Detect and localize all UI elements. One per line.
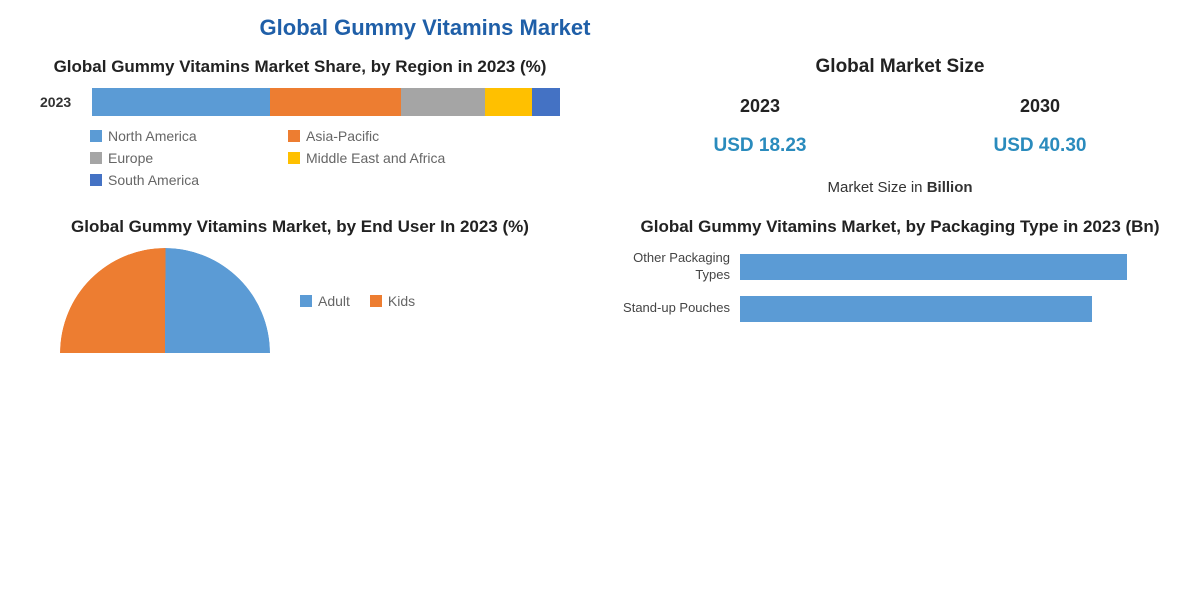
market-size-columns: 2023 USD 18.23 2030 USD 40.30	[620, 96, 1180, 157]
legend-item: Asia-Pacific	[288, 128, 468, 144]
pie-legend-item: Adult	[300, 293, 350, 309]
stacked-bar	[92, 88, 560, 116]
region-share-panel: Global Gummy Vitamins Market Share, by R…	[20, 56, 580, 196]
market-size-note-bold: Billion	[927, 179, 973, 196]
market-size-year-0: 2023	[714, 96, 807, 117]
end-user-title: Global Gummy Vitamins Market, by End Use…	[20, 216, 580, 238]
stacked-segment	[270, 88, 401, 116]
hbar-label: Stand-up Pouches	[620, 300, 740, 317]
hbar-row: Stand-up Pouches	[620, 296, 1180, 322]
pie-legend: Adult Kids	[300, 293, 415, 309]
hbar-row: Other Packaging Types	[620, 250, 1180, 284]
hbar-track	[740, 254, 1180, 280]
stacked-segment	[401, 88, 485, 116]
legend-swatch	[90, 152, 102, 164]
market-size-value-1: USD 40.30	[994, 135, 1087, 157]
market-size-col-2023: 2023 USD 18.23	[714, 96, 807, 157]
legend-item: Middle East and Africa	[288, 150, 468, 166]
packaging-bars: Other Packaging Types Stand-up Pouches	[620, 250, 1180, 322]
hbar-fill	[740, 254, 1127, 280]
legend-swatch	[300, 295, 312, 307]
charts-grid: Global Gummy Vitamins Market Share, by R…	[20, 56, 1180, 353]
region-share-title: Global Gummy Vitamins Market Share, by R…	[20, 56, 580, 78]
legend-swatch	[370, 295, 382, 307]
legend-swatch	[90, 130, 102, 142]
market-size-note: Market Size in Billion	[620, 179, 1180, 196]
stacked-bar-year: 2023	[40, 94, 80, 110]
legend-label: Adult	[318, 293, 350, 309]
legend-label: Europe	[108, 150, 153, 166]
legend-label: North America	[108, 128, 197, 144]
packaging-title: Global Gummy Vitamins Market, by Packagi…	[620, 216, 1180, 238]
hbar-label: Other Packaging Types	[620, 250, 740, 284]
pie-chart	[60, 248, 270, 353]
main-title: Global Gummy Vitamins Market	[20, 15, 1180, 41]
legend-swatch	[288, 152, 300, 164]
legend-swatch	[90, 174, 102, 186]
legend-item: North America	[90, 128, 270, 144]
legend-item: Europe	[90, 150, 270, 166]
stacked-segment	[485, 88, 532, 116]
pie-wrap: Adult Kids	[20, 248, 580, 353]
legend-label: Asia-Pacific	[306, 128, 379, 144]
legend-label: Middle East and Africa	[306, 150, 445, 166]
legend-swatch	[288, 130, 300, 142]
market-size-col-2030: 2030 USD 40.30	[994, 96, 1087, 157]
region-legend: North America Asia-Pacific Europe Middle Ea…	[90, 128, 580, 188]
legend-label: Kids	[388, 293, 415, 309]
hbar-track	[740, 296, 1180, 322]
market-size-value-0: USD 18.23	[714, 135, 807, 157]
market-size-note-prefix: Market Size in	[827, 179, 926, 196]
market-size-year-1: 2030	[994, 96, 1087, 117]
legend-label: South America	[108, 172, 199, 188]
legend-item: South America	[90, 172, 270, 188]
market-size-panel: Global Market Size 2023 USD 18.23 2030 U…	[620, 56, 1180, 196]
stacked-segment	[532, 88, 560, 116]
end-user-panel: Global Gummy Vitamins Market, by End Use…	[20, 216, 580, 353]
market-size-title: Global Market Size	[620, 56, 1180, 78]
stacked-segment	[92, 88, 270, 116]
packaging-panel: Global Gummy Vitamins Market, by Packagi…	[620, 216, 1180, 353]
stacked-bar-wrap: 2023	[40, 88, 560, 116]
pie-legend-item: Kids	[370, 293, 415, 309]
hbar-fill	[740, 296, 1092, 322]
